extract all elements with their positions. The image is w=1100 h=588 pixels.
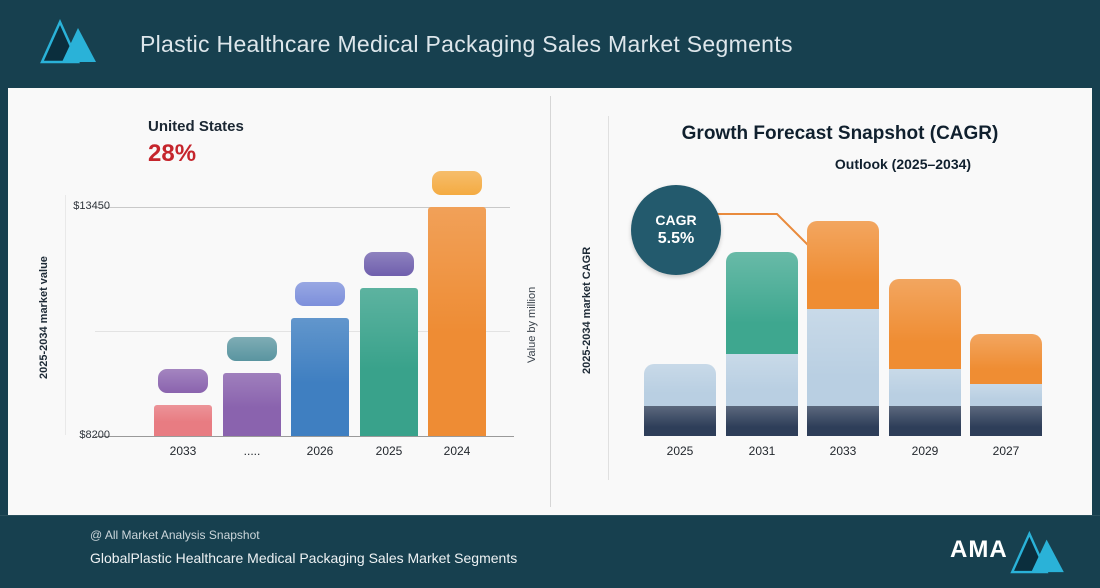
bar-2024 <box>428 207 486 436</box>
footer-note: @ All Market Analysis Snapshot <box>90 528 260 542</box>
right-y-axis-label: 2025-2034 market CAGR <box>581 246 593 374</box>
segment-lightblue <box>970 384 1042 406</box>
right-axis-line <box>608 116 609 480</box>
x-label-2025: 2025 <box>666 444 694 458</box>
cagr-badge-value: 5.5% <box>657 230 695 247</box>
gridline-top <box>95 207 510 208</box>
segment-navy <box>726 406 798 436</box>
ama-logo-icon <box>40 18 98 69</box>
x-label-2029: 2029 <box>911 444 939 458</box>
share-percentage: 28% <box>148 140 197 167</box>
stacked-bar-2025 <box>644 364 716 436</box>
segment-teal <box>726 252 798 354</box>
bar-2033 <box>154 405 212 436</box>
bar-cap-2025 <box>364 252 414 276</box>
segment-navy <box>644 406 716 436</box>
stacked-bar-2031 <box>726 252 798 436</box>
segment-orange <box>970 334 1042 384</box>
footer: @ All Market Analysis Snapshot GlobalPla… <box>0 515 1100 588</box>
segment-lightblue <box>726 354 798 406</box>
x-label-2033: 2033 <box>169 444 197 458</box>
x-label-2031: 2031 <box>748 444 776 458</box>
bar-2025 <box>360 288 418 436</box>
left-right-axis-label: Value by million <box>526 286 538 364</box>
cagr-badge: CAGR 5.5% <box>631 185 721 275</box>
x-label-2024: 2024 <box>443 444 471 458</box>
bar-cap-..... <box>227 337 277 361</box>
stacked-bar-2029 <box>889 279 961 436</box>
x-label-2025: 2025 <box>375 444 403 458</box>
bar-..... <box>223 373 281 436</box>
forecast-subtitle: Outlook (2025–2034) <box>834 156 972 172</box>
segment-lightblue <box>807 309 879 406</box>
y-tick-8200: $8200 <box>79 429 110 441</box>
forecast-title: Growth Forecast Snapshot (CAGR) <box>681 123 999 144</box>
page-title: Plastic Healthcare Medical Packaging Sal… <box>140 30 793 57</box>
panel-divider <box>550 96 551 507</box>
country-label: United States <box>148 118 244 135</box>
bar-2026 <box>291 318 349 436</box>
right-panel: Growth Forecast Snapshot (CAGR) Outlook … <box>551 88 1092 515</box>
segment-navy <box>970 406 1042 436</box>
y-tick-13450: $13450 <box>73 200 110 212</box>
segment-navy <box>807 406 879 436</box>
footer-brand-text: AMA <box>950 536 1008 563</box>
footer-caption: GlobalPlastic Healthcare Medical Packagi… <box>90 550 518 566</box>
footer-ama-logo-icon <box>1010 530 1066 579</box>
left-panel: United States 28% 2025-2034 market value… <box>8 88 550 515</box>
bar-cap-2033 <box>158 369 208 393</box>
cagr-badge-label: CAGR <box>655 212 697 228</box>
segment-navy <box>889 406 961 436</box>
stacked-bar-2033 <box>807 221 879 436</box>
segment-orange <box>889 279 961 369</box>
bar-cap-2024 <box>432 171 482 195</box>
x-label-.....: ..... <box>243 444 261 458</box>
left-y-axis-label: 2025-2034 market value <box>38 256 50 380</box>
segment-orange <box>807 221 879 309</box>
segment-lightblue <box>644 364 716 406</box>
left-axis-line <box>65 195 66 435</box>
segment-lightblue <box>889 369 961 406</box>
x-label-2033: 2033 <box>829 444 857 458</box>
cagr-connector-line <box>703 213 810 247</box>
bar-cap-2026 <box>295 282 345 306</box>
main-area: United States 28% 2025-2034 market value… <box>8 88 1092 515</box>
x-label-2027: 2027 <box>992 444 1020 458</box>
x-axis-baseline <box>95 436 514 437</box>
header: Plastic Healthcare Medical Packaging Sal… <box>0 0 1100 88</box>
stacked-bar-2027 <box>970 334 1042 436</box>
x-label-2026: 2026 <box>306 444 334 458</box>
